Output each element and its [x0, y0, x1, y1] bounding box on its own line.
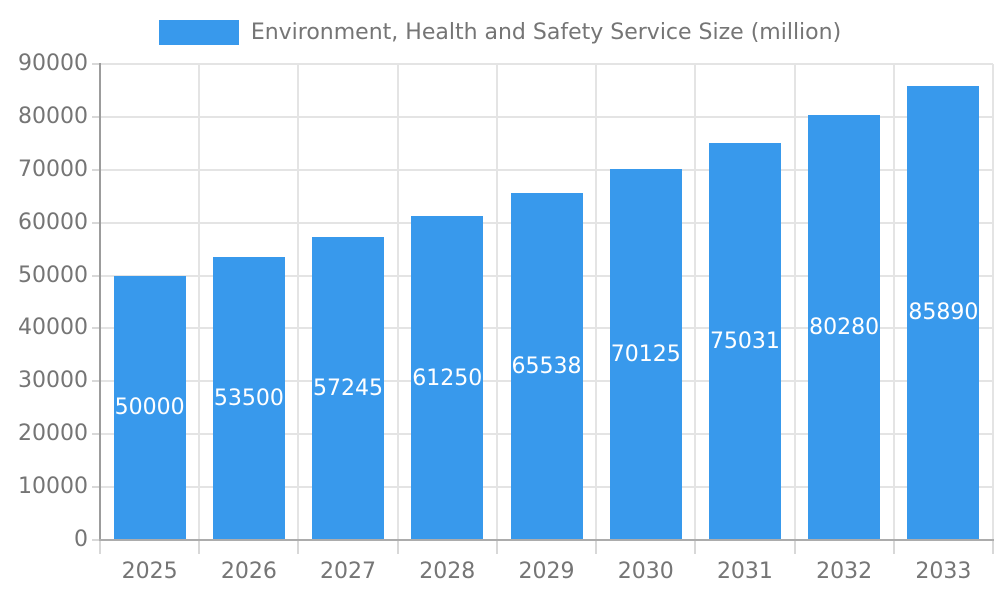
x-axis-line [99, 539, 994, 541]
y-tick-label: 10000 [18, 474, 88, 500]
x-tick-label: 2031 [716, 559, 773, 584]
v-gridline [793, 64, 796, 540]
legend-item[interactable]: Environment, Health and Safety Service S… [0, 17, 1000, 47]
bar[interactable]: 70125 [609, 169, 682, 540]
x-tick [396, 540, 399, 554]
x-tick [595, 540, 598, 554]
bar[interactable]: 57245 [312, 237, 385, 540]
y-tick-label: 70000 [18, 156, 88, 182]
y-tick [92, 539, 100, 541]
y-tick [92, 168, 100, 171]
legend-swatch [158, 19, 239, 45]
v-gridline [297, 64, 300, 540]
y-tick [92, 63, 100, 65]
y-tick [92, 115, 100, 118]
v-gridline [694, 64, 697, 540]
x-tick [495, 540, 498, 554]
y-tick-label: 0 [74, 527, 88, 552]
x-tick [99, 540, 101, 554]
y-tick-label: 90000 [18, 51, 88, 76]
y-tick [92, 380, 100, 383]
x-tick-label: 2033 [915, 559, 972, 584]
x-tick-label: 2026 [220, 559, 277, 584]
v-gridline [992, 64, 994, 540]
bar[interactable]: 80280 [808, 115, 881, 540]
y-tick-label: 80000 [18, 103, 88, 129]
bar[interactable]: 85890 [907, 85, 980, 540]
bar[interactable]: 61250 [411, 216, 484, 540]
y-tick [92, 486, 100, 489]
bar[interactable]: 75031 [708, 143, 781, 540]
y-tick-label: 50000 [18, 262, 88, 288]
y-tick [92, 274, 100, 277]
x-tick [992, 540, 994, 554]
bar-value-label: 57245 [313, 376, 384, 402]
y-axis-line [99, 63, 101, 540]
y-tick-label: 20000 [18, 421, 88, 447]
v-gridline [892, 64, 895, 540]
y-tick-label: 60000 [18, 209, 88, 235]
x-tick-label: 2025 [121, 559, 178, 584]
v-gridline [396, 64, 399, 540]
bar-value-label: 75031 [709, 329, 780, 355]
x-tick-label: 2030 [617, 559, 674, 584]
x-tick [198, 540, 201, 554]
bar-value-label: 61250 [412, 365, 483, 391]
y-tick [92, 221, 100, 224]
bar-value-label: 80280 [809, 315, 880, 341]
bar-value-label: 85890 [908, 300, 979, 326]
bar[interactable]: 50000 [113, 275, 186, 540]
y-tick [92, 433, 100, 436]
x-tick-label: 2029 [518, 559, 575, 584]
v-gridline [495, 64, 498, 540]
x-tick [297, 540, 300, 554]
y-tick-label: 40000 [18, 315, 88, 341]
bar-value-label: 50000 [114, 395, 185, 421]
bar-value-label: 53500 [213, 386, 284, 411]
x-tick-label: 2032 [816, 559, 873, 584]
y-tick [92, 327, 100, 330]
x-tick [892, 540, 895, 554]
h-gridline [100, 115, 993, 118]
v-gridline [595, 64, 598, 540]
x-tick-label: 2027 [320, 559, 377, 584]
bar-value-label: 65538 [511, 354, 582, 380]
x-tick [793, 540, 796, 554]
v-gridline [198, 64, 201, 540]
x-tick [694, 540, 697, 554]
bar[interactable]: 65538 [510, 193, 583, 540]
bar[interactable]: 53500 [212, 257, 285, 540]
legend-label: Environment, Health and Safety Service S… [250, 19, 842, 45]
x-tick-label: 2028 [419, 559, 476, 584]
y-tick-label: 30000 [18, 368, 88, 394]
h-gridline [100, 168, 993, 171]
bar-value-label: 70125 [610, 342, 681, 368]
h-gridline [100, 63, 993, 65]
